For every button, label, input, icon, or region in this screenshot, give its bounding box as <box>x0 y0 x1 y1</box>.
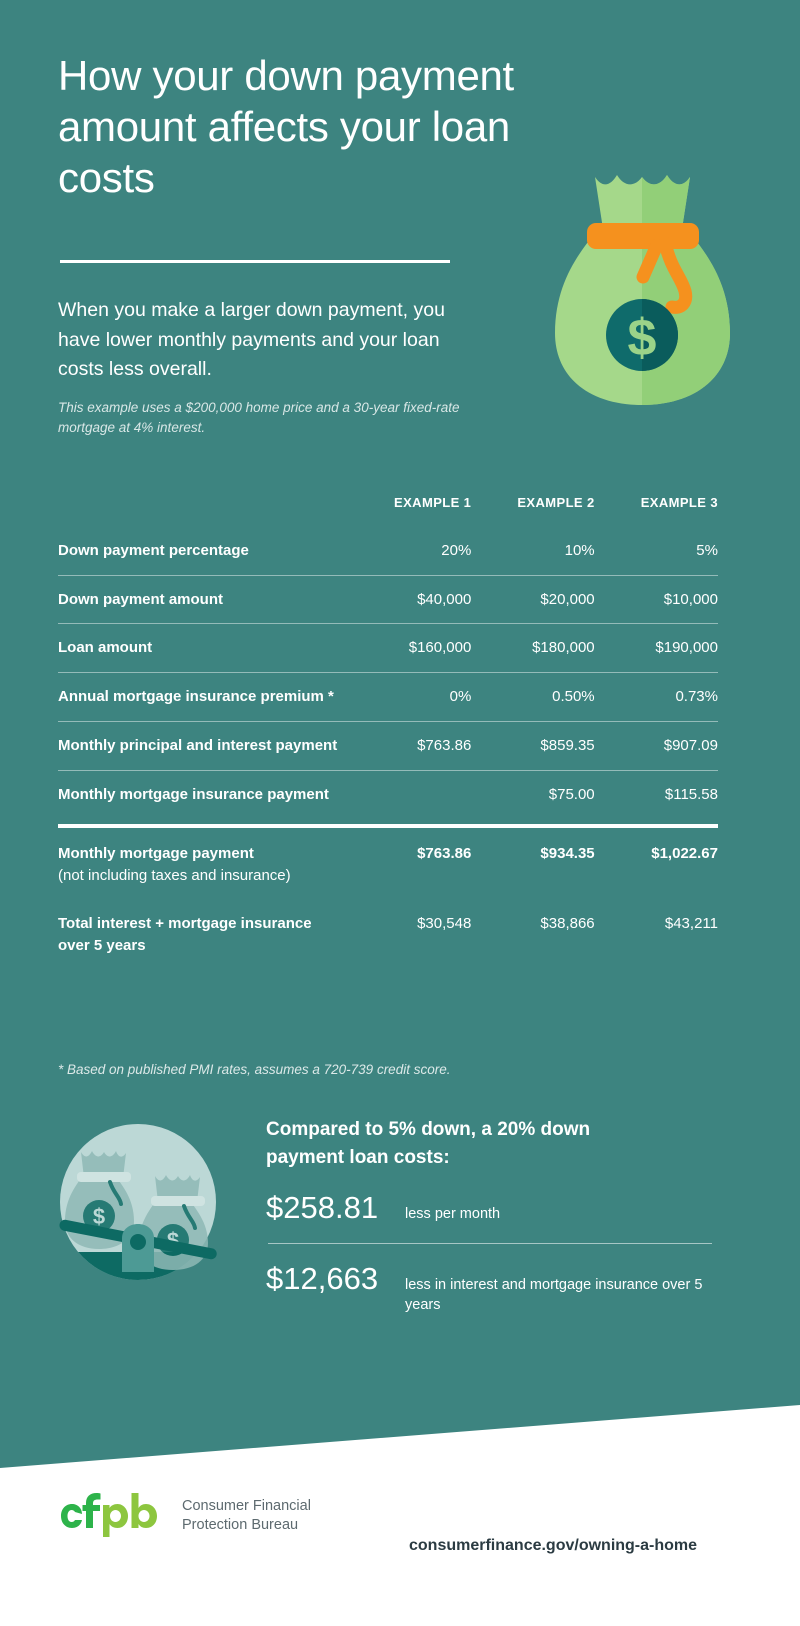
row-value: 20% <box>441 541 472 559</box>
footer-url-link[interactable]: consumerfinance.gov/owning-a-home <box>409 1537 698 1554</box>
money-bag-icon: $ <box>555 175 730 405</box>
row-value: $907.09 <box>663 736 718 754</box>
lede-text: When you make a larger down payment, you… <box>58 299 445 381</box>
table-row: Total interest + mortgage insurance over… <box>58 900 718 970</box>
row-label: Annual mortgage insurance premium * <box>58 688 334 706</box>
row-value: $38,866 <box>540 914 595 932</box>
svg-text:$: $ <box>93 1204 105 1229</box>
title-divider <box>60 260 450 263</box>
agency-name: Consumer Financial Protection Bureau <box>182 1497 311 1535</box>
row-value: $160,000 <box>408 639 472 657</box>
row-value: $10,000 <box>663 590 718 608</box>
table-row: Down payment amount $40,000 $20,000 $10,… <box>58 576 718 624</box>
row-label: Total interest + mortgage insurance over… <box>58 914 312 954</box>
row-label-main: Monthly mortgage payment <box>58 845 254 863</box>
comparison-amount: $258.81 <box>266 1190 379 1225</box>
row-value: $763.86 <box>417 845 472 863</box>
row-label: Monthly mortgage payment (not including … <box>58 830 348 900</box>
comparison-item: $258.81 less per month <box>266 1192 726 1225</box>
agency-name-line-2: Protection Bureau <box>182 1516 299 1533</box>
row-value: $20,000 <box>540 590 595 608</box>
total-divider <box>58 824 718 829</box>
table-header-example-2: EXAMPLE 2 <box>517 495 595 510</box>
row-value: 0% <box>449 688 472 706</box>
row-label: Down payment percentage <box>58 541 249 559</box>
page-title: How your down payment amount affects you… <box>58 52 514 202</box>
comparison-amount: $12,663 <box>266 1261 379 1296</box>
row-divider <box>58 623 718 625</box>
row-value: $763.86 <box>417 736 472 754</box>
table-footnote: * Based on published PMI rates, assumes … <box>58 1062 451 1077</box>
row-divider <box>58 574 718 576</box>
table-header-example-3: EXAMPLE 3 <box>640 495 718 510</box>
row-value: 10% <box>564 541 595 559</box>
assumption-note: This example uses a $200,000 home price … <box>58 400 460 436</box>
row-value: 0.73% <box>675 688 718 706</box>
row-divider <box>58 720 718 722</box>
row-value: $43,211 <box>664 914 718 932</box>
row-value: $1,022.67 <box>651 845 718 863</box>
table-row: Down payment percentage 20% 10% 5% <box>58 527 718 575</box>
row-value <box>348 771 471 797</box>
svg-text:$: $ <box>628 309 657 367</box>
row-label: Loan amount <box>58 639 153 657</box>
row-value: 0.50% <box>552 688 595 706</box>
comparison-heading: Compared to 5% down, a 20% down payment … <box>266 1119 591 1168</box>
balance-scale-with-money-bags-icon: $ $ <box>59 1124 217 1280</box>
row-label: Monthly mortgage insurance payment <box>58 785 329 803</box>
comparison-divider <box>268 1243 712 1244</box>
row-divider <box>58 769 718 771</box>
cfpb-logo-icon <box>61 1493 157 1537</box>
row-value: $180,000 <box>532 639 595 657</box>
row-value: $190,000 <box>655 639 718 657</box>
row-value: $30,548 <box>417 914 472 932</box>
row-divider <box>58 672 718 674</box>
row-value: $75.00 <box>548 785 595 803</box>
comparison-description: less in interest and mortgage insurance … <box>405 1277 703 1313</box>
row-value: $40,000 <box>417 590 472 608</box>
table-row: Monthly mortgage insurance payment $75.0… <box>58 771 718 819</box>
row-label: Down payment amount <box>58 590 224 608</box>
row-value: $859.35 <box>540 736 595 754</box>
table-row: Monthly principal and interest payment $… <box>58 722 718 770</box>
row-label: Monthly principal and interest payment <box>58 736 338 754</box>
row-value: 5% <box>696 541 718 559</box>
table-row-total: Monthly mortgage payment (not including … <box>58 830 718 900</box>
row-value: $115.58 <box>664 785 718 803</box>
comparison-item: $12,663 less in interest and mortgage in… <box>266 1263 726 1315</box>
row-label-sub: (not including taxes and insurance) <box>58 867 291 885</box>
table-header-row: EXAMPLE 1 EXAMPLE 2 EXAMPLE 3 <box>58 488 718 527</box>
table-header-example-1: EXAMPLE 1 <box>394 495 472 510</box>
comparison-description: less per month <box>405 1206 501 1222</box>
agency-name-line-1: Consumer Financial <box>182 1498 311 1514</box>
table-row: Annual mortgage insurance premium * 0% 0… <box>58 673 718 721</box>
comparison-table: EXAMPLE 1 EXAMPLE 2 EXAMPLE 3 Down payme… <box>58 488 718 969</box>
row-value: $934.35 <box>540 845 595 863</box>
table-row: Loan amount $160,000 $180,000 $190,000 <box>58 624 718 672</box>
